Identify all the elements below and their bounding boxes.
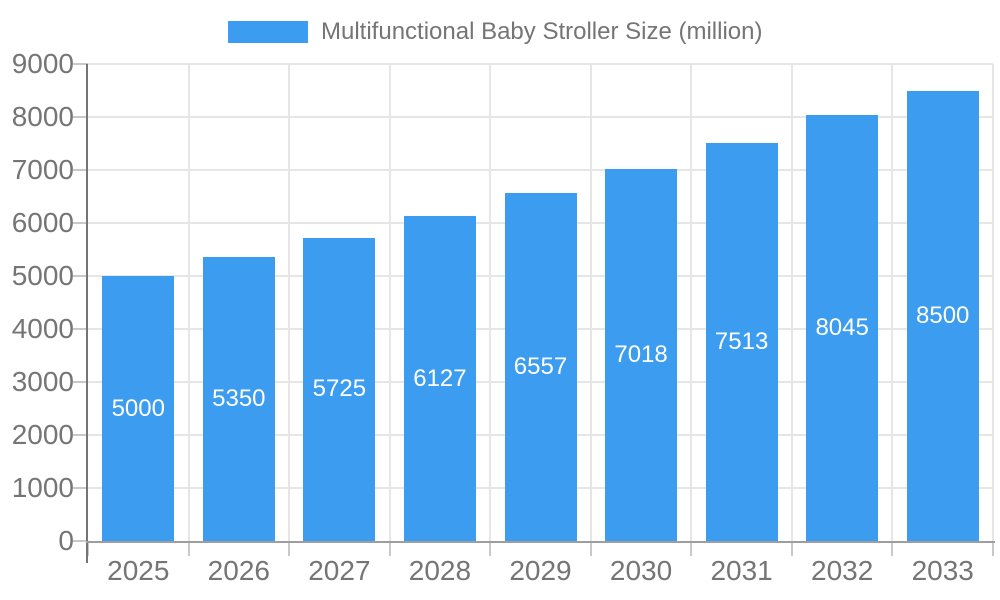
y-axis-tick-label: 7000: [11, 154, 74, 185]
legend-item[interactable]: Multifunctional Baby Stroller Size (mill…: [228, 18, 763, 45]
bar-value-label: 6127: [413, 364, 467, 392]
y-axis-tick-label: 3000: [11, 366, 74, 397]
x-axis-tick: [690, 541, 693, 556]
y-axis-tick-label: 0: [58, 525, 74, 556]
bar[interactable]: 5725: [303, 237, 376, 541]
bar[interactable]: 8500: [906, 90, 979, 541]
y-axis-tick: [73, 328, 88, 330]
x-axis-tick-label: 2032: [811, 555, 874, 586]
bar-value-label: 5350: [212, 385, 266, 413]
x-axis-tick-label: 2033: [911, 555, 974, 586]
gridline-vertical: [690, 64, 693, 541]
y-axis-tick-label: 2000: [11, 419, 74, 450]
y-axis-tick: [73, 222, 88, 224]
bar-value-label: 8045: [815, 313, 869, 341]
y-axis-tick: [73, 487, 88, 489]
y-axis-tick: [73, 381, 88, 383]
x-axis-tick-label: 2028: [408, 555, 472, 586]
bar[interactable]: 6127: [403, 216, 476, 541]
x-axis-tick: [891, 541, 894, 556]
y-axis-line: [86, 64, 88, 563]
bar[interactable]: 6557: [504, 193, 577, 541]
y-axis-tick: [73, 63, 88, 65]
bar[interactable]: 5000: [102, 276, 175, 541]
x-axis-tick: [87, 541, 89, 556]
x-axis-tick: [589, 541, 592, 556]
x-axis-tick: [388, 541, 391, 556]
x-axis-tick: [489, 541, 492, 556]
y-axis-tick-label: 4000: [11, 313, 74, 344]
gridline-vertical: [288, 64, 291, 541]
x-axis-tick-label: 2025: [107, 555, 170, 586]
y-axis-tick-label: 5000: [11, 260, 74, 291]
bar-value-label: 5725: [312, 375, 367, 403]
x-axis-line: [86, 541, 995, 543]
bar-value-label: 7018: [614, 341, 668, 368]
y-axis-tick-label: 6000: [11, 207, 74, 238]
bar-value-label: 5000: [111, 394, 165, 422]
legend-swatch: [228, 21, 308, 43]
gridline-vertical: [388, 64, 391, 541]
gridline-horizontal: [88, 169, 993, 171]
bar-value-label: 7513: [714, 327, 769, 355]
x-axis-tick: [288, 541, 291, 556]
bar-value-label: 6557: [513, 353, 568, 381]
y-axis-tick-label: 8000: [11, 101, 74, 132]
y-axis-tick: [73, 169, 88, 171]
y-axis-tick: [73, 540, 88, 542]
bar-value-label: 8500: [916, 301, 970, 329]
x-axis-tick: [790, 541, 793, 556]
gridline-vertical: [992, 64, 994, 541]
legend-label: Multifunctional Baby Stroller Size (mill…: [321, 18, 763, 45]
gridline-vertical: [489, 64, 492, 541]
y-axis-tick: [73, 434, 88, 436]
bar[interactable]: 7513: [705, 142, 778, 541]
gridline-vertical: [790, 64, 793, 541]
x-axis-tick-label: 2031: [710, 555, 773, 586]
bar[interactable]: 7018: [605, 169, 678, 541]
bar[interactable]: 8045: [806, 114, 879, 541]
x-axis-tick-label: 2030: [609, 555, 673, 586]
gridline-vertical: [891, 64, 894, 541]
x-axis-tick: [187, 541, 190, 556]
gridline-vertical: [187, 64, 190, 541]
y-axis-tick: [73, 116, 88, 118]
gridline-vertical: [589, 64, 592, 541]
y-axis-tick-label: 1000: [11, 472, 74, 503]
gridline-horizontal: [88, 116, 993, 118]
gridline-horizontal: [88, 63, 993, 65]
y-axis-tick: [73, 275, 88, 277]
bar[interactable]: 5350: [202, 257, 275, 541]
x-axis-tick-label: 2026: [207, 555, 270, 586]
x-axis-tick: [992, 541, 994, 556]
y-axis-tick-label: 9000: [11, 48, 74, 79]
x-axis-tick-label: 2027: [308, 555, 371, 586]
x-axis-tick-label: 2029: [509, 555, 572, 586]
